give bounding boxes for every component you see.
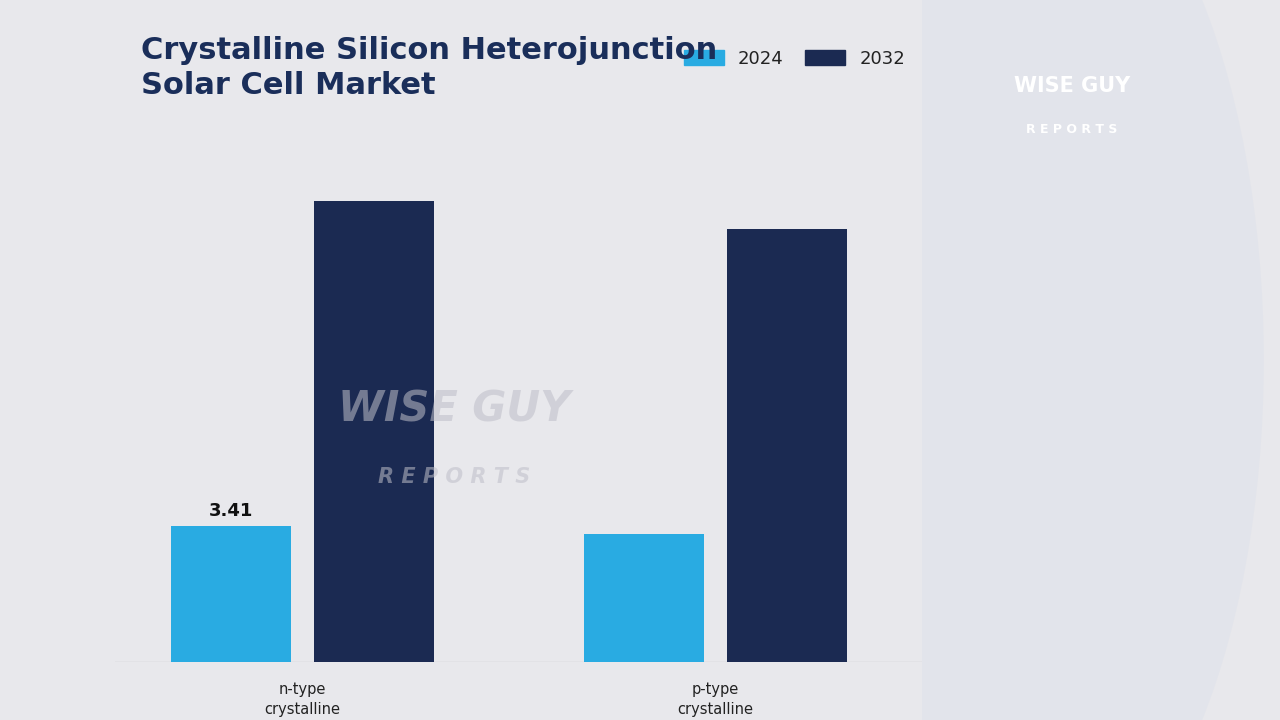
Text: 3.41: 3.41 [210, 502, 253, 520]
Bar [172, 526, 292, 662]
Legend: 2024, 2032: 2024, 2032 [677, 42, 913, 75]
Text: R E P O R T S: R E P O R T S [378, 467, 530, 487]
Text: Crystalline Silicon Heterojunction
Solar Cell Market: Crystalline Silicon Heterojunction Solar… [141, 36, 717, 100]
Bar [314, 201, 434, 662]
Text: WISE GUY: WISE GUY [1014, 76, 1130, 96]
Ellipse shape [780, 0, 1263, 720]
Bar [584, 534, 704, 662]
Text: WISE GUY: WISE GUY [338, 389, 570, 431]
Bar [727, 229, 846, 662]
Text: R E P O R T S: R E P O R T S [1027, 123, 1117, 136]
